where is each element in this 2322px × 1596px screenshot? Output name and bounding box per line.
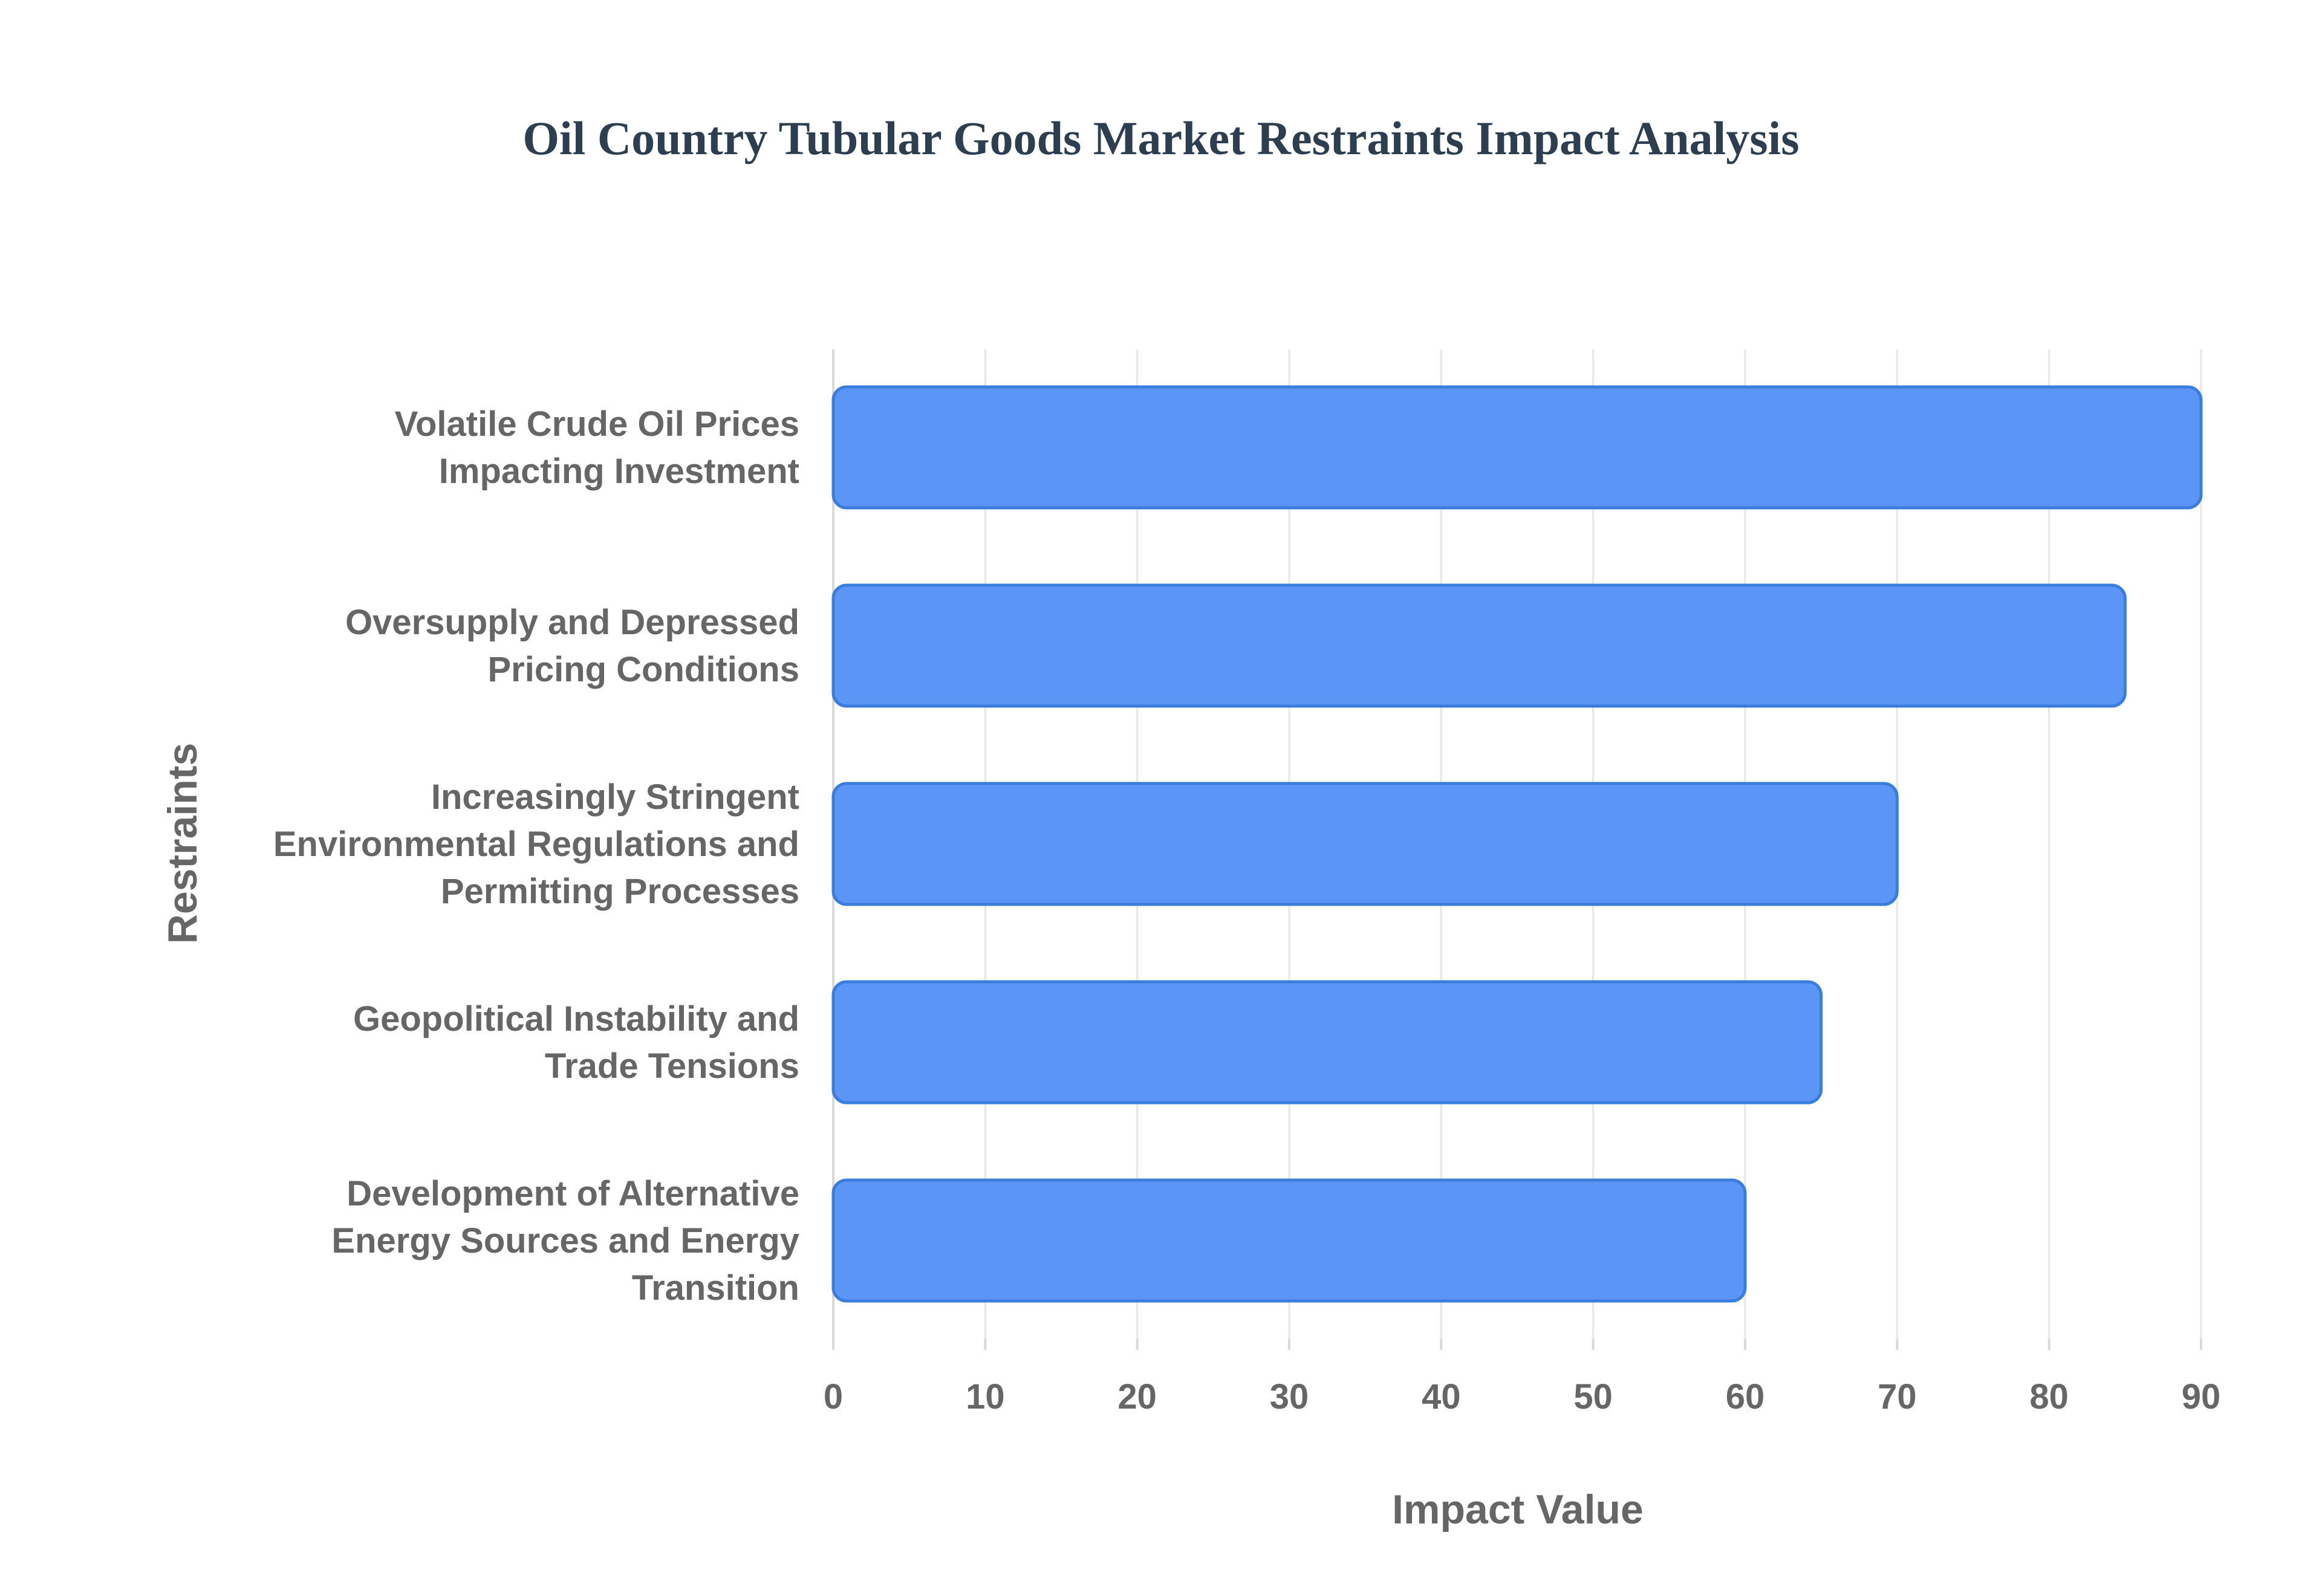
category-label: Impacting Investment bbox=[439, 452, 799, 491]
bar bbox=[831, 583, 2127, 708]
category-labels: Volatile Crude Oil Prices Impacting Inves… bbox=[273, 404, 799, 1308]
category-label: Increasingly Stringent bbox=[431, 777, 799, 817]
bar bbox=[831, 385, 2203, 510]
x-tick-label: 50 bbox=[1573, 1377, 1613, 1416]
bars bbox=[831, 385, 2203, 1303]
category-label: Energy Sources and Energy bbox=[331, 1221, 799, 1260]
category-label: Oversupply and Depressed bbox=[345, 603, 799, 642]
category-label: Geopolitical Instability and bbox=[353, 999, 799, 1039]
chart-title: Oil Country Tubular Goods Market Restrai… bbox=[522, 112, 1799, 164]
x-tick-label: 90 bbox=[2182, 1377, 2221, 1416]
category-label: Pricing Conditions bbox=[487, 650, 799, 689]
x-tick-label: 30 bbox=[1270, 1377, 1309, 1416]
x-tick-label: 0 bbox=[824, 1377, 843, 1416]
x-tick-label: 60 bbox=[1726, 1377, 1765, 1416]
x-axis-title: Impact Value bbox=[1392, 1487, 1644, 1533]
y-axis-title: Restraints bbox=[160, 743, 206, 944]
category-label: Trade Tensions bbox=[545, 1046, 799, 1086]
category-label: Transition bbox=[632, 1268, 799, 1308]
x-tick-label: 80 bbox=[2029, 1377, 2069, 1416]
x-tick-label: 20 bbox=[1117, 1377, 1157, 1416]
category-label: Development of Alternative bbox=[346, 1174, 799, 1213]
bar bbox=[831, 980, 1823, 1105]
category-label: Volatile Crude Oil Prices bbox=[395, 404, 799, 444]
category-label: Environmental Regulations and bbox=[273, 825, 799, 864]
x-tick-label: 70 bbox=[1878, 1377, 1917, 1416]
x-tick-label: 40 bbox=[1422, 1377, 1461, 1416]
category-label: Permitting Processes bbox=[441, 872, 799, 911]
x-axis-ticks: 0 10 20 30 40 50 60 70 80 90 bbox=[824, 1339, 2220, 1416]
bar bbox=[831, 782, 1899, 906]
x-tick-label: 10 bbox=[966, 1377, 1005, 1416]
bar bbox=[831, 1178, 1747, 1303]
